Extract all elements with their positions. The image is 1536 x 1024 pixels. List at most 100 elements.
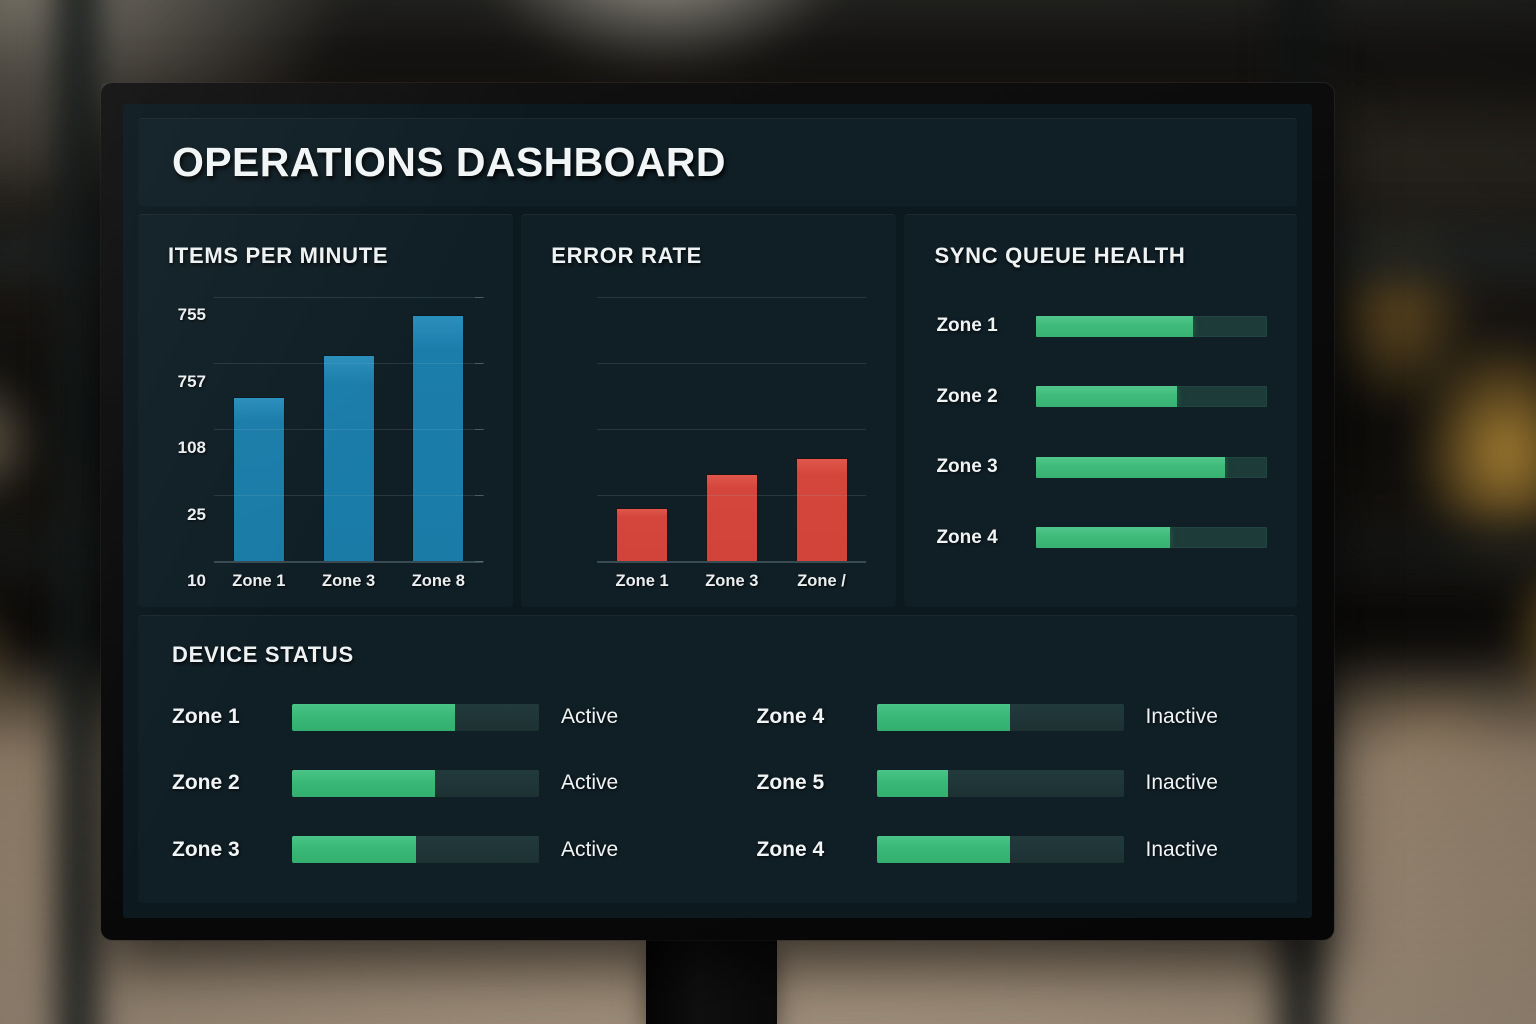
device-status-row: Zone 1 Active	[172, 692, 679, 743]
device-zone-label: Zone 1	[172, 705, 240, 729]
bar-group-items-per-minute	[214, 297, 483, 561]
x-axis-tick-label: Zone 1	[615, 572, 669, 590]
gridline	[597, 297, 867, 298]
metrics-row: ITEMS PER MINUTE 755 757 108 25 10 Zone 1 Zon…	[138, 214, 1297, 607]
plot-area-items-per-minute	[214, 297, 485, 563]
panel-title-device-status: DEVICE STATUS	[172, 642, 354, 667]
device-status-row: Zone 4 Inactive	[757, 692, 1264, 743]
sync-queue-progress-track	[1036, 527, 1267, 549]
y-axis-tick-label: 757	[177, 371, 206, 391]
sync-queue-progress-fill	[1036, 315, 1194, 337]
device-status-row: Zone 5 Inactive	[757, 758, 1264, 809]
page-title: OPERATIONS DASHBOARD	[172, 139, 726, 185]
bar-slot	[777, 297, 867, 561]
bar	[322, 355, 375, 561]
panel-title-items-per-minute: ITEMS PER MINUTE	[168, 243, 389, 268]
device-zone-label: Zone 3	[172, 837, 240, 861]
x-axis-tick-label: Zone 3	[321, 572, 376, 590]
device-progress-fill	[876, 703, 1010, 731]
y-axis-tick-label: 755	[177, 305, 206, 324]
sync-queue-progress-track	[1036, 315, 1267, 337]
axis-tickmark	[475, 297, 485, 298]
device-progress-fill	[876, 836, 1010, 864]
device-status-row: Zone 4 Inactive	[757, 824, 1264, 875]
panel-error-rate: ERROR RATE Zone 1 Zone 3 Zone /	[521, 214, 897, 607]
y-axis-tick-label: 25	[187, 504, 206, 524]
sync-queue-progress-fill	[1036, 456, 1226, 478]
bar	[795, 458, 848, 561]
bar-slot	[597, 297, 687, 561]
x-axis-tick-label: Zone /	[797, 572, 846, 590]
panel-items-per-minute: ITEMS PER MINUTE 755 757 108 25 10 Zone 1 Zon…	[138, 214, 514, 607]
device-progress-track	[876, 836, 1124, 864]
dashboard-header: OPERATIONS DASHBOARD	[138, 118, 1297, 206]
device-status-grid: Zone 1 Active Zone 4 Inactive Zone 2 Active Zo…	[172, 678, 1263, 883]
axis-tickmark	[475, 363, 485, 364]
bar-slot	[304, 297, 394, 561]
chart-error-rate	[551, 279, 867, 563]
device-status-row: Zone 3 Active	[172, 824, 679, 875]
y-axis-items-per-minute: 755 757 108 25 10	[168, 297, 214, 590]
gridline	[597, 363, 867, 364]
gridline	[214, 363, 484, 364]
sync-queue-row: Zone 3	[936, 456, 1267, 478]
sync-queue-zone-label: Zone 3	[936, 456, 998, 478]
monitor-stand	[646, 938, 777, 1024]
dashboard-screen: OPERATIONS DASHBOARD ITEMS PER MINUTE 75…	[101, 83, 1334, 940]
bar-group-error-rate	[597, 297, 866, 561]
x-axis-items-per-minute: Zone 1 Zone 3 Zone 8	[168, 572, 483, 591]
gridline	[597, 429, 867, 430]
sync-queue-progress-track	[1036, 386, 1267, 408]
device-progress-fill	[292, 703, 456, 731]
plot-area-error-rate	[597, 297, 867, 563]
monitor-bezel: OPERATIONS DASHBOARD ITEMS PER MINUTE 75…	[101, 83, 1334, 940]
device-status-row: Zone 2 Active	[172, 758, 679, 809]
device-progress-track	[292, 769, 539, 797]
device-progress-fill	[292, 769, 436, 797]
device-progress-track	[876, 703, 1124, 731]
bar	[705, 473, 758, 561]
device-status-badge: Inactive	[1145, 837, 1218, 861]
panel-title-sync-queue-health: SYNC QUEUE HEALTH	[934, 243, 1186, 268]
panel-device-status: DEVICE STATUS Zone 1 Active Zone 4 Inactive…	[138, 615, 1297, 903]
bar-slot	[393, 297, 483, 561]
device-progress-track	[292, 836, 539, 864]
sync-queue-list: Zone 1 Zone 2 Zone 3 Zone 4	[934, 279, 1267, 591]
axis-tickmark	[475, 429, 485, 430]
y-axis-tick-label: 10	[187, 571, 206, 590]
gridline	[597, 495, 867, 496]
device-progress-fill	[876, 769, 949, 797]
gridline	[214, 297, 484, 298]
axis-tickmark	[475, 561, 485, 562]
bar	[412, 315, 465, 561]
sync-queue-row: Zone 1	[936, 315, 1267, 337]
x-axis-tick-label: Zone 1	[232, 572, 286, 590]
device-status-badge: Active	[561, 705, 619, 729]
x-axis-tick-label: Zone 8	[411, 572, 465, 590]
sync-queue-zone-label: Zone 1	[936, 315, 998, 337]
device-zone-label: Zone 4	[756, 837, 825, 861]
x-axis-tick-label: Zone 3	[705, 572, 759, 590]
device-zone-label: Zone 4	[756, 705, 825, 729]
bar-slot	[214, 297, 304, 561]
device-zone-label: Zone 2	[172, 771, 240, 795]
device-progress-track	[876, 769, 1124, 797]
device-progress-track	[292, 703, 539, 731]
bar	[232, 397, 285, 561]
sync-queue-zone-label: Zone 4	[936, 526, 998, 548]
panel-sync-queue-health: SYNC QUEUE HEALTH Zone 1 Zone 2 Zone 3 Zone…	[904, 214, 1297, 607]
chart-items-per-minute: 755 757 108 25 10	[168, 279, 485, 590]
sync-queue-row: Zone 4	[936, 527, 1267, 549]
device-status-badge: Inactive	[1145, 705, 1218, 729]
y-axis-tick-label: 108	[177, 438, 206, 457]
sync-queue-row: Zone 2	[936, 386, 1267, 408]
sync-queue-zone-label: Zone 2	[936, 385, 998, 407]
device-status-badge: Inactive	[1145, 771, 1218, 795]
gridline	[214, 429, 484, 430]
axis-tickmark	[475, 495, 485, 496]
bar-slot	[687, 297, 777, 561]
sync-queue-progress-fill	[1036, 386, 1178, 408]
sync-queue-progress-track	[1036, 456, 1267, 478]
gridline	[214, 495, 484, 496]
